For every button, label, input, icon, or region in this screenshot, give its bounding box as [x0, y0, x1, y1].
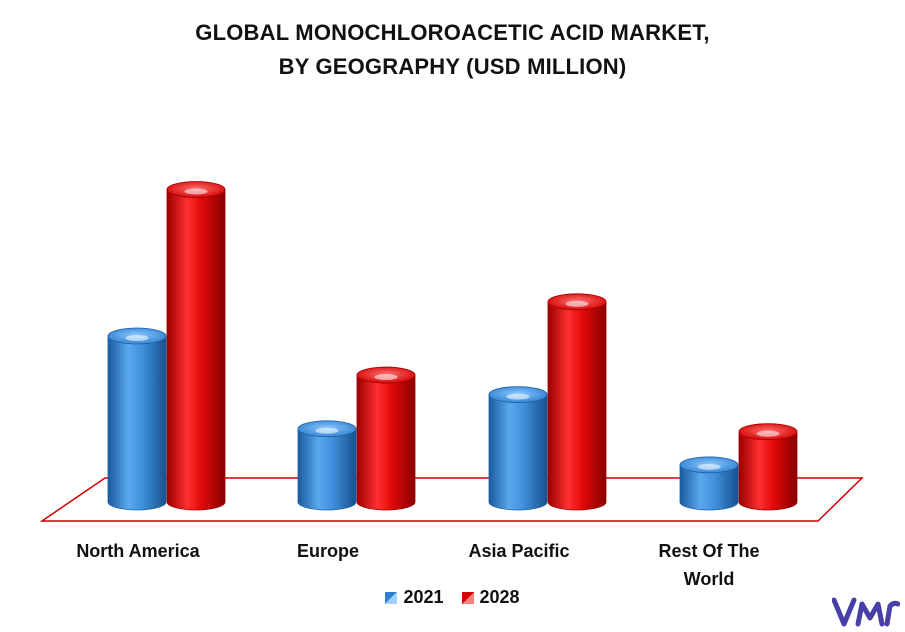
bar-2021-europe [297, 420, 357, 511]
category-label-north-america: North America [76, 541, 200, 561]
legend-label-2021: 2021 [403, 587, 444, 607]
chart-title: GLOBAL MONOCHLOROACETIC ACID MARKET, [195, 20, 710, 45]
bar-2028-north-america [166, 181, 226, 511]
category-label-asia-pacific: Asia Pacific [468, 541, 570, 561]
bar-highlight [697, 463, 721, 470]
vmr-logo-icon [832, 597, 900, 627]
legend: 2021 2028 [0, 587, 905, 608]
bar-body [488, 394, 548, 511]
bar-highlight [756, 430, 780, 437]
legend-item-2021: 2021 [385, 587, 444, 608]
category-label-rest-of-the-world: Rest Of The World [658, 541, 760, 589]
bar-body [297, 428, 357, 511]
legend-swatch-2021 [385, 591, 398, 604]
chart-floor [39, 477, 864, 522]
category-label-europe: Europe [296, 541, 359, 561]
bar-2028-asia-pacific [547, 293, 607, 511]
bar-2021-asia-pacific [488, 386, 548, 511]
chart-subtitle: BY GEOGRAPHY (USD MILLION) [278, 54, 627, 79]
bar-body [738, 431, 798, 511]
bar-2028-europe [356, 366, 416, 511]
bar-body [547, 301, 607, 511]
bar-body [679, 464, 739, 511]
bar-highlight [184, 188, 208, 195]
bar-highlight [565, 300, 589, 307]
bar-highlight [506, 393, 530, 400]
bar-body [356, 374, 416, 511]
bar-highlight [315, 427, 339, 434]
bar-2028-rest-of-the-world [738, 423, 798, 511]
bar-highlight [125, 335, 149, 341]
legend-label-2028: 2028 [479, 587, 520, 607]
legend-item-2028: 2028 [461, 587, 520, 608]
bar-body [107, 335, 167, 511]
bar-2021-rest-of-the-world [679, 456, 739, 511]
bar-body [166, 189, 226, 511]
bar-highlight [374, 374, 398, 381]
legend-swatch-2028 [461, 591, 474, 604]
bars-group [107, 181, 798, 511]
bar-2021-north-america [107, 327, 167, 511]
